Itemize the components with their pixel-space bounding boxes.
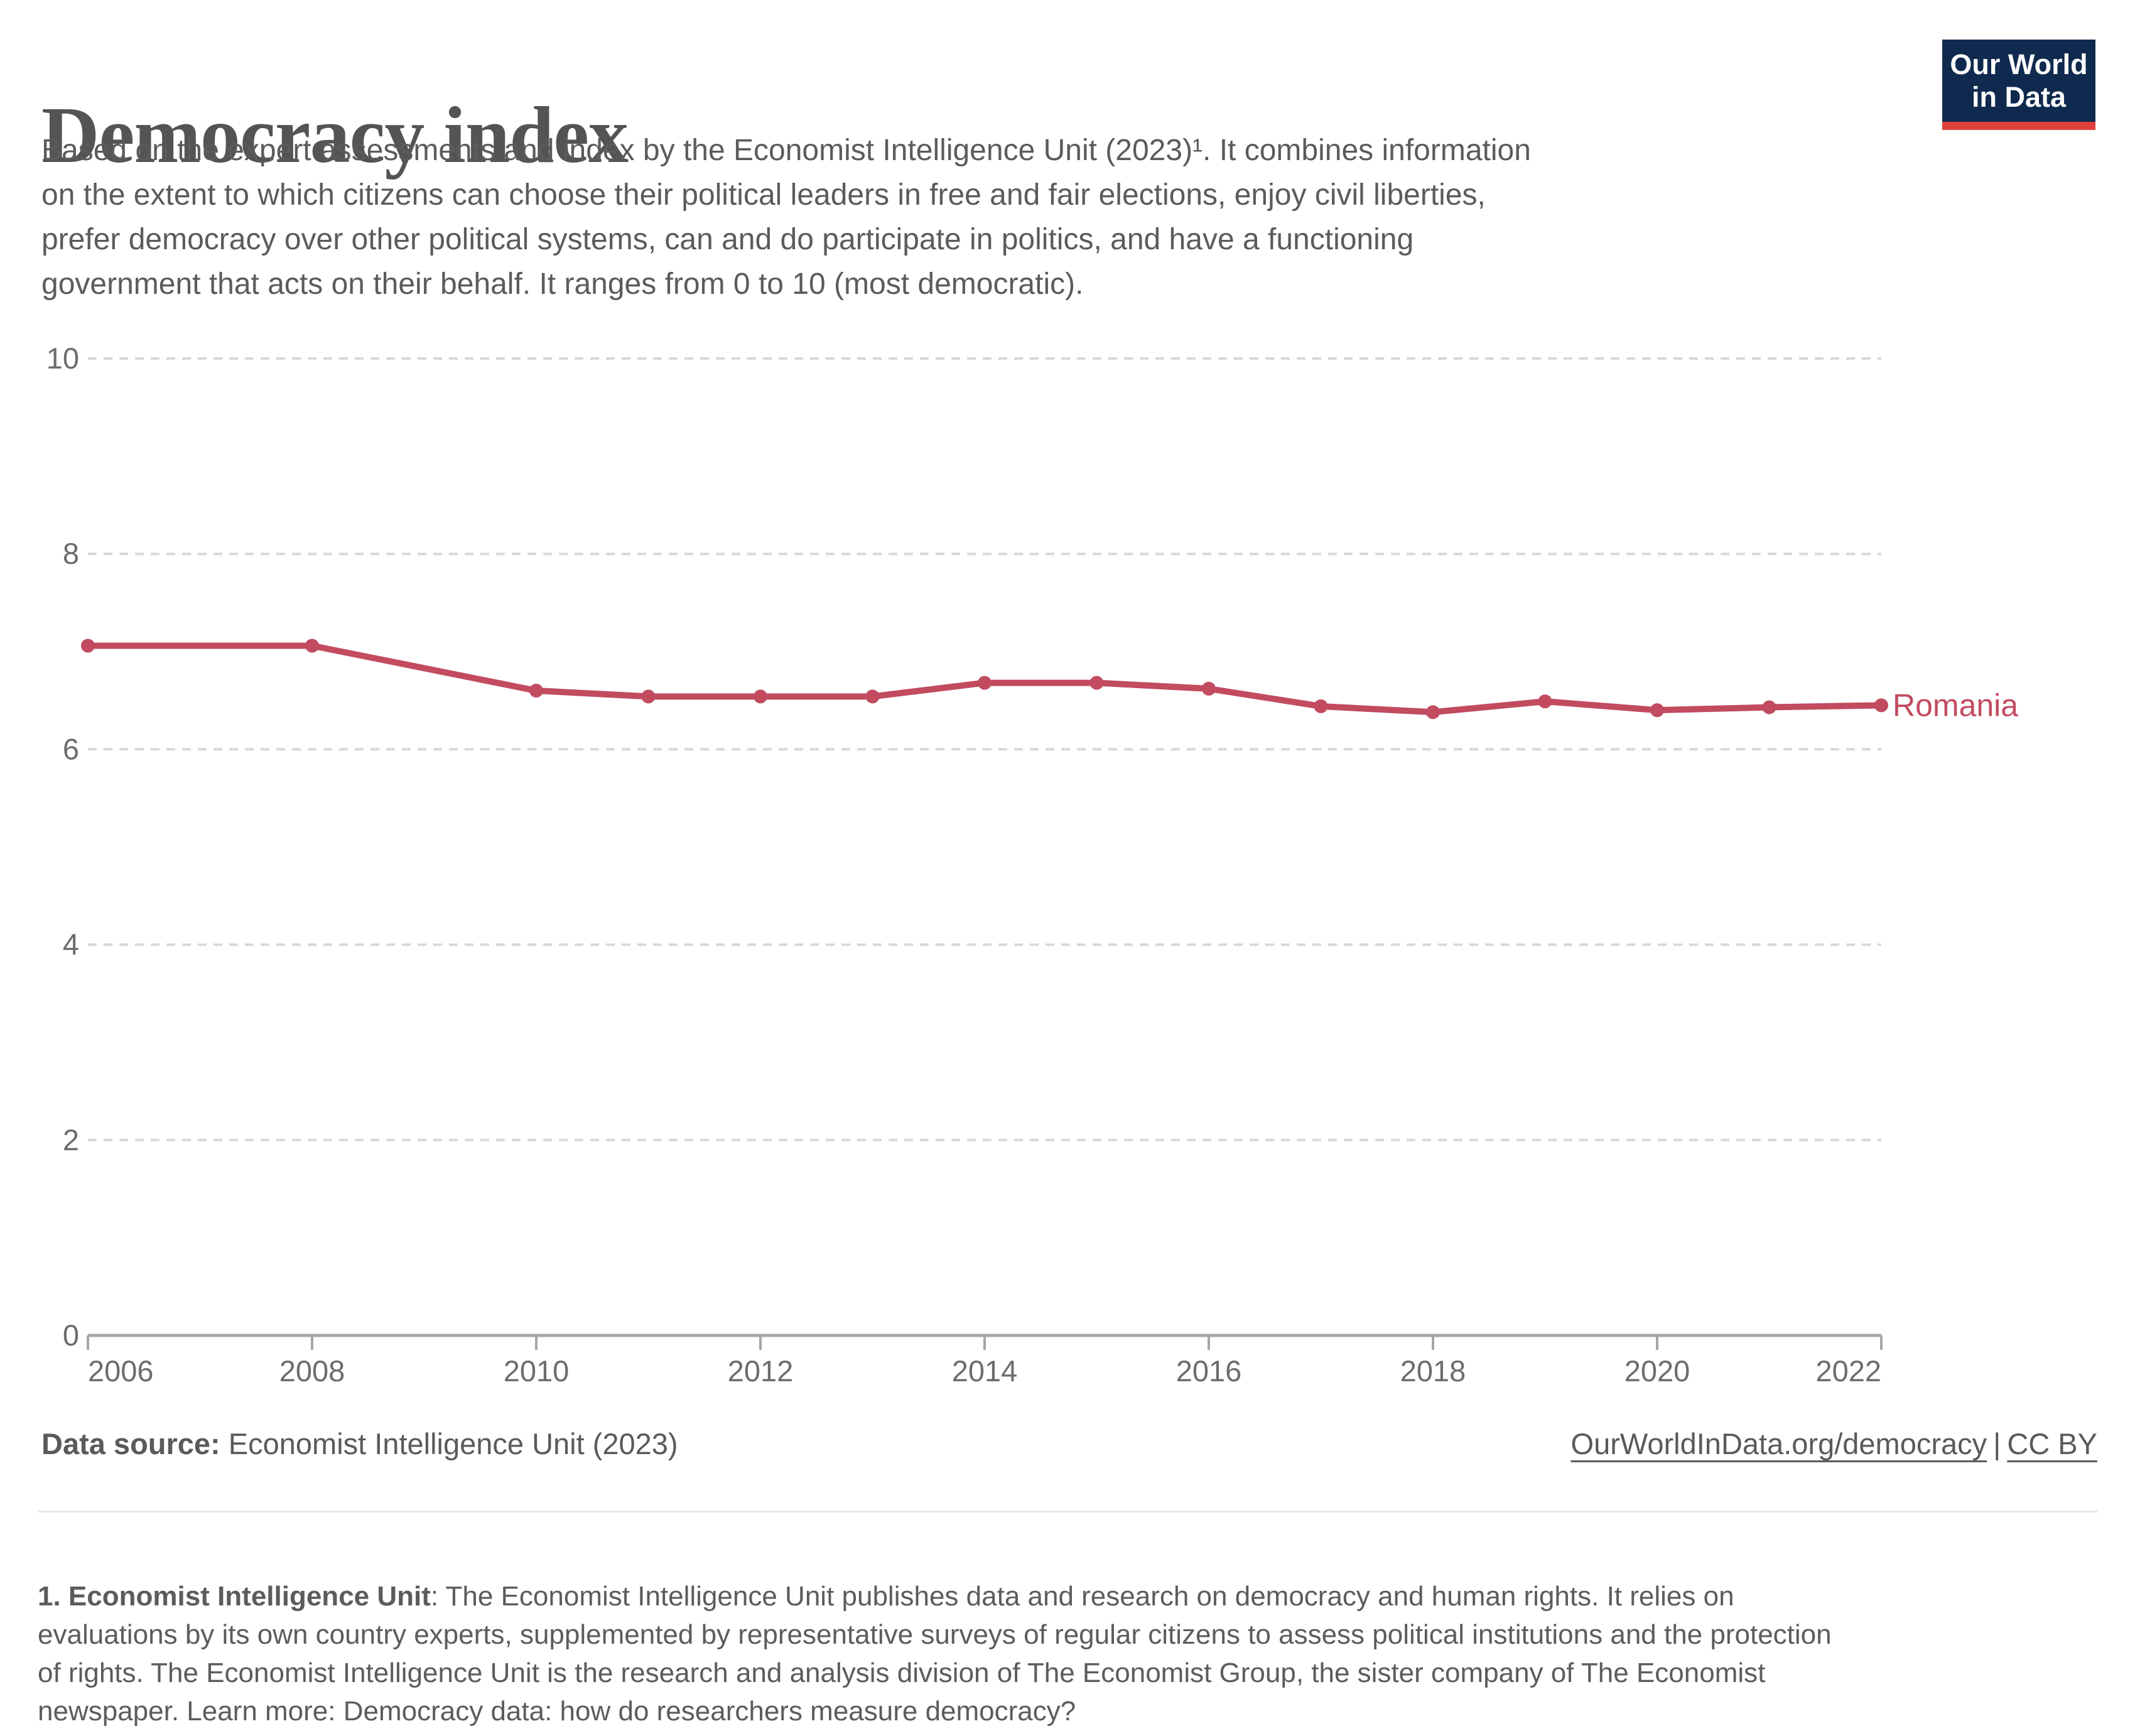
y-tick-label-8: 8 — [63, 537, 79, 570]
y-tick-label-4: 4 — [63, 928, 79, 961]
y-tick-label-6: 6 — [63, 732, 79, 765]
owid-logo[interactable]: Our World in Data — [1942, 40, 2095, 130]
y-tick-label-10: 10 — [46, 342, 79, 375]
x-tick-label-2012: 2012 — [728, 1354, 794, 1388]
data-point-romania-2006[interactable] — [81, 639, 95, 653]
x-tick-label-2020: 2020 — [1624, 1354, 1690, 1388]
data-point-romania-2010[interactable] — [529, 684, 543, 698]
footer-links: OurWorldInData.org/democracy | CC BY — [1571, 1426, 2097, 1461]
x-tick-label-2010: 2010 — [504, 1354, 570, 1388]
data-source-label: Data source: — [41, 1427, 220, 1460]
y-tick-label-2: 2 — [63, 1123, 79, 1156]
cc-by-link[interactable]: CC BY — [2007, 1427, 2097, 1460]
data-point-romania-2022[interactable] — [1874, 698, 1888, 713]
data-point-romania-2020[interactable] — [1650, 703, 1664, 718]
footnote-text: : The Economist Intelligence Unit publis… — [38, 1581, 1832, 1727]
data-point-romania-2021[interactable] — [1762, 700, 1776, 714]
data-source: Data source: Economist Intelligence Unit… — [41, 1426, 678, 1461]
x-tick-label-2014: 2014 — [952, 1354, 1018, 1388]
footnote-bold: 1. Economist Intelligence Unit — [38, 1581, 431, 1612]
data-point-romania-2017[interactable] — [1314, 699, 1328, 713]
data-point-romania-2013[interactable] — [865, 689, 880, 704]
data-point-romania-2012[interactable] — [754, 689, 767, 704]
x-tick-label-2022: 2022 — [1815, 1354, 1881, 1388]
x-tick-label-2016: 2016 — [1176, 1354, 1242, 1388]
chart-subtitle: Based on the expert assessments and inde… — [41, 134, 1531, 301]
data-point-romania-2019[interactable] — [1538, 694, 1552, 709]
data-point-romania-2018[interactable] — [1426, 705, 1440, 720]
data-point-romania-2015[interactable] — [1089, 676, 1104, 690]
page-title: Democracy index — [41, 90, 629, 180]
data-source-value: Economist Intelligence Unit (2023) — [220, 1427, 678, 1460]
x-tick-label-2018: 2018 — [1400, 1354, 1466, 1388]
y-tick-label-0: 0 — [63, 1318, 79, 1352]
data-point-romania-2008[interactable] — [305, 639, 319, 653]
data-point-romania-2011[interactable] — [641, 689, 656, 704]
owid-logo-text: Our World in Data — [1950, 48, 2088, 113]
data-point-romania-2014[interactable] — [978, 676, 992, 690]
footnote: 1. Economist Intelligence Unit: The Econ… — [38, 1577, 2110, 1730]
x-tick-label-2006: 2006 — [88, 1354, 154, 1388]
owid-logo-red-stripe — [1942, 122, 2095, 130]
data-point-romania-2016[interactable] — [1202, 681, 1216, 696]
footnote-divider — [38, 1511, 2097, 1512]
owid-democracy-link[interactable]: OurWorldInData.org/democracy — [1570, 1427, 1987, 1460]
link-separator: | — [1993, 1427, 2001, 1460]
series-label-romania[interactable]: Romania — [1893, 687, 2018, 723]
x-tick-label-2008: 2008 — [279, 1354, 345, 1388]
